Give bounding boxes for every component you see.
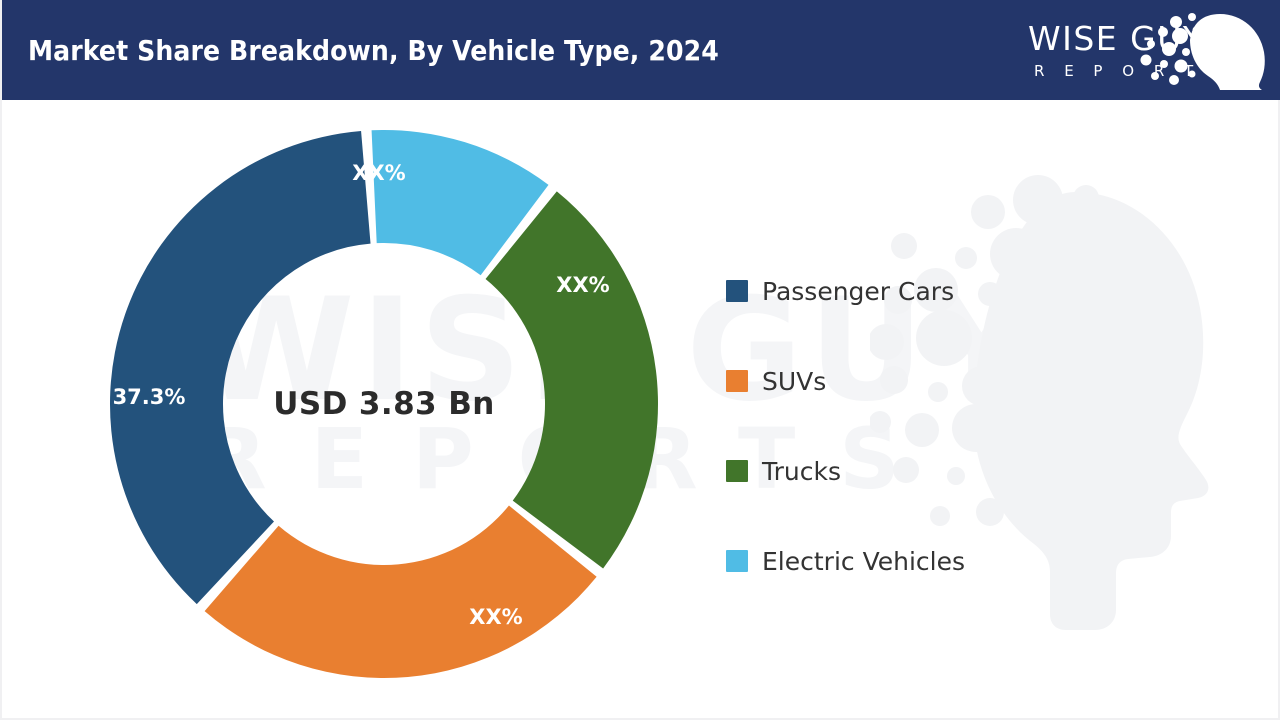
legend-swatch — [726, 550, 748, 572]
legend-swatch — [726, 370, 748, 392]
wise-guy-reports-logo[interactable]: WISE GUY R E P O R T S — [1024, 8, 1274, 92]
legend-label: Electric Vehicles — [762, 546, 966, 576]
donut-slice[interactable] — [485, 191, 658, 569]
donut-chart: 37.3% XX% XX% XX% USD 3.83 Bn — [106, 126, 662, 682]
legend-swatch — [726, 460, 748, 482]
donut-slice[interactable] — [371, 130, 549, 276]
legend-item[interactable]: SUVs — [726, 336, 1126, 426]
donut-slice[interactable] — [204, 505, 597, 678]
slice-label: XX% — [469, 605, 522, 629]
slice-label: XX% — [556, 273, 609, 297]
legend-swatch — [726, 280, 748, 302]
legend-label: Passenger Cars — [762, 276, 955, 306]
legend-label: SUVs — [762, 366, 827, 396]
donut-slice[interactable] — [109, 130, 371, 605]
slice-label: XX% — [352, 161, 405, 185]
legend-item[interactable]: Trucks — [726, 426, 1126, 516]
page-title: Market Share Breakdown, By Vehicle Type,… — [28, 33, 719, 67]
legend-item[interactable]: Electric Vehicles — [726, 516, 1126, 606]
donut-slices — [109, 130, 658, 678]
donut-svg: 37.3% XX% XX% XX% — [109, 130, 658, 678]
chart-legend: Passenger Cars SUVs Trucks Electric Vehicle… — [726, 246, 1126, 606]
legend-label: Trucks — [762, 456, 841, 486]
legend-item[interactable]: Passenger Cars — [726, 246, 1126, 336]
donut-slice-labels: 37.3% XX% XX% XX% — [113, 161, 610, 629]
slice-label: 37.3% — [113, 385, 186, 409]
header-bar: Market Share Breakdown, By Vehicle Type,… — [2, 0, 1280, 100]
